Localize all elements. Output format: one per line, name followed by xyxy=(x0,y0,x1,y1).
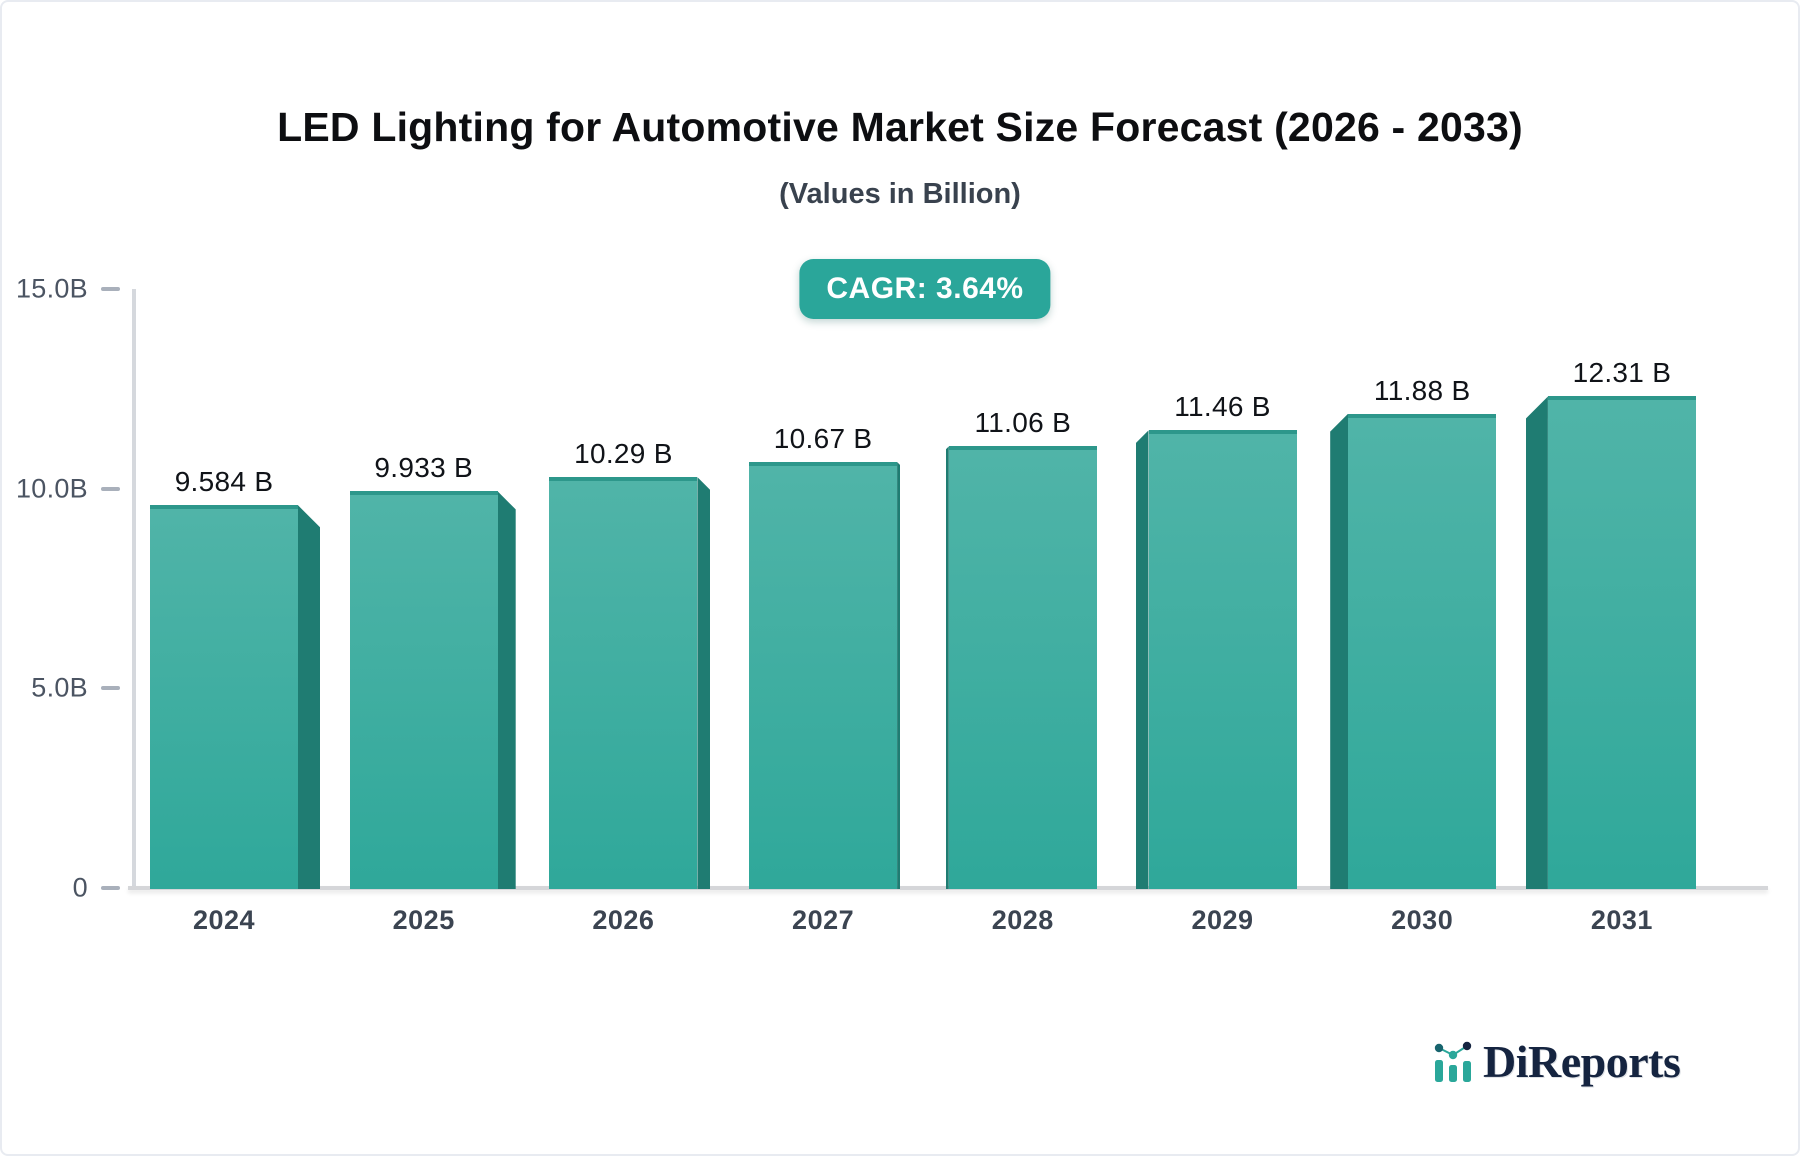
bar[interactable] xyxy=(1547,396,1696,889)
chart-title: LED Lighting for Automotive Market Size … xyxy=(277,104,1523,150)
bar-3d-side xyxy=(497,491,516,889)
bar-line-chart-icon xyxy=(1434,1041,1472,1082)
y-tick-mark xyxy=(101,486,120,491)
bar-value-label: 10.29 B xyxy=(574,438,673,470)
x-tick-label: 2024 xyxy=(192,905,256,935)
bar-value-label: 11.46 B xyxy=(1174,391,1271,423)
y-tick-mark xyxy=(101,886,120,890)
x-tick-label: 2031 xyxy=(1590,905,1653,935)
bar-value-label: 10.67 B xyxy=(773,422,873,454)
logo-text: DiReports xyxy=(1483,1036,1681,1087)
bar[interactable] xyxy=(749,461,898,889)
bar-3d-side xyxy=(897,461,901,889)
bar[interactable] xyxy=(1148,430,1297,889)
bar[interactable] xyxy=(948,446,1097,889)
chart-subtitle: (Values in Billion) xyxy=(779,178,1021,210)
y-tick-label: 10.0B xyxy=(15,473,88,504)
x-tick-label: 2025 xyxy=(392,905,455,935)
x-tick-label: 2027 xyxy=(792,905,855,935)
x-tick-label: 2029 xyxy=(1191,905,1254,935)
bar[interactable] xyxy=(150,505,298,889)
bar-value-label: 9.933 B xyxy=(374,452,473,484)
bar[interactable] xyxy=(349,491,498,889)
bar-3d-side xyxy=(298,505,320,889)
y-tick-mark xyxy=(101,287,120,292)
bar-value-label: 12.31 B xyxy=(1572,357,1672,389)
bar-3d-side xyxy=(1330,413,1349,889)
bar[interactable] xyxy=(549,477,698,889)
bar-3d-side xyxy=(1525,396,1548,889)
bar-3d-side xyxy=(1135,430,1149,889)
x-tick-label: 2026 xyxy=(592,905,655,935)
bar-value-label: 11.06 B xyxy=(974,407,1072,439)
direports-logo[interactable]: DiReports xyxy=(1432,1036,1681,1087)
y-tick-mark xyxy=(101,686,120,691)
bar[interactable] xyxy=(1348,413,1497,889)
cagr-badge: CAGR: 3.64% xyxy=(799,259,1051,319)
x-tick-label: 2028 xyxy=(991,905,1054,935)
bar-value-label: 11.88 B xyxy=(1373,374,1471,406)
x-tick-label: 2030 xyxy=(1391,905,1454,935)
y-tick-label: 5.0B xyxy=(31,672,88,703)
bar-3d-side xyxy=(945,446,949,889)
bar-3d-side xyxy=(697,477,711,889)
y-axis-line xyxy=(132,289,136,888)
y-tick-label: 0 xyxy=(72,872,88,903)
y-tick-label: 15.0B xyxy=(15,273,88,304)
bar-value-label: 9.584 B xyxy=(174,466,274,498)
